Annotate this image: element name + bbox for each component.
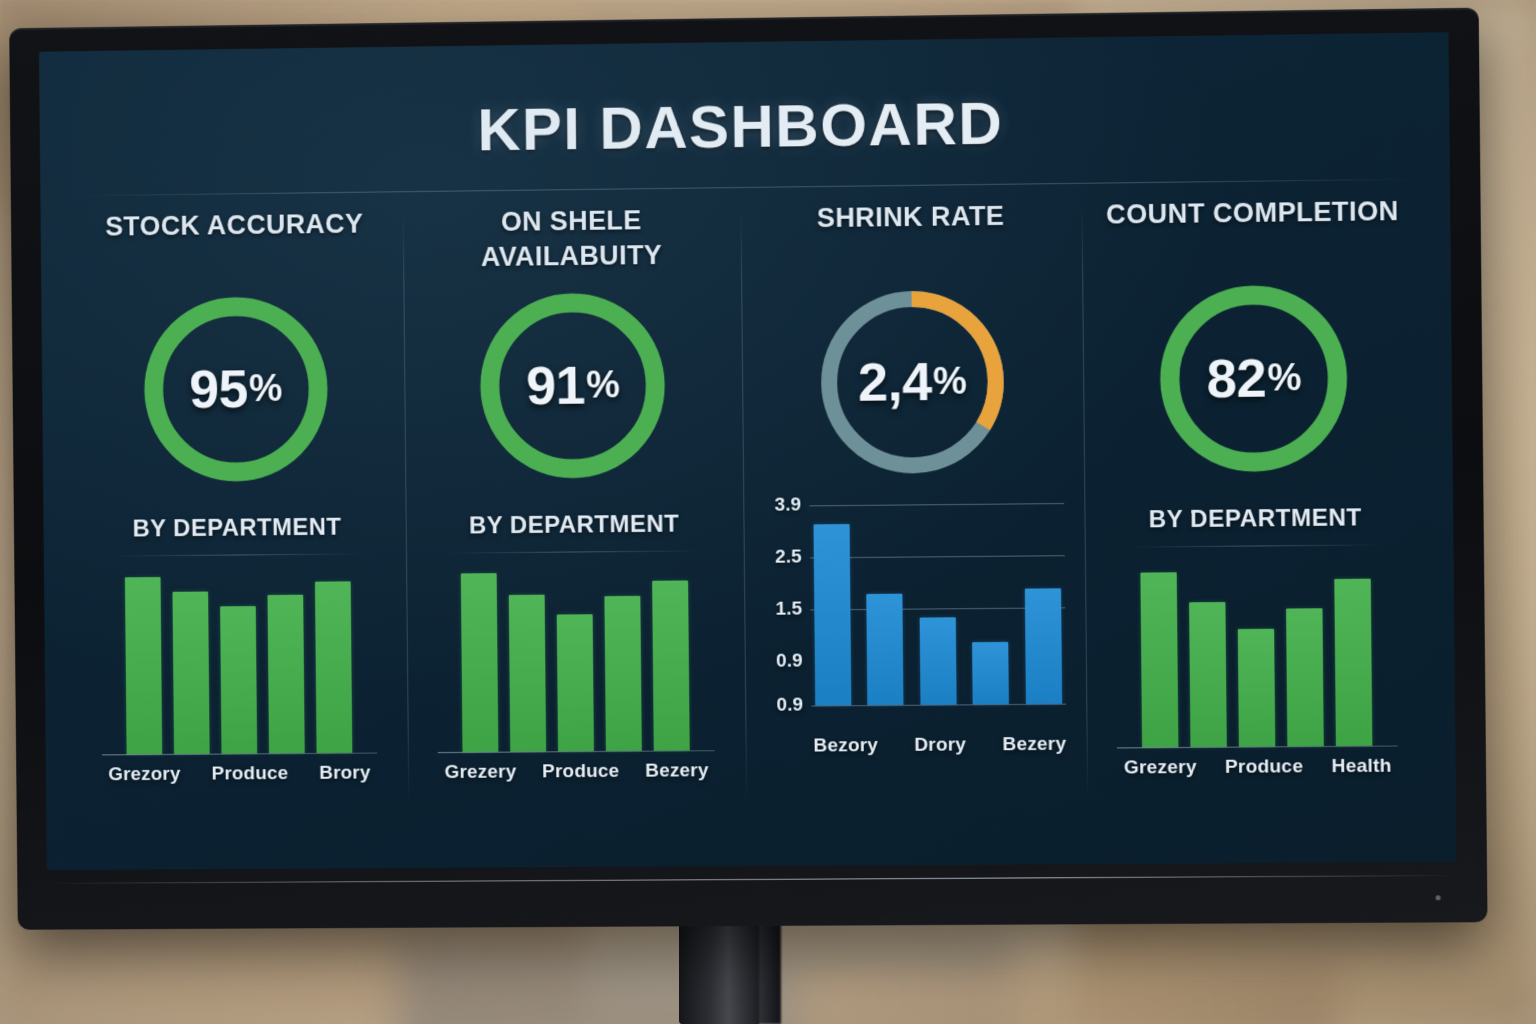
y-axis-tick: 2.5 (775, 546, 802, 568)
gauge-value: 82 % (1152, 277, 1356, 480)
x-axis-labels: Grezery Produce Health (1124, 756, 1392, 780)
gauge-count-completion: 82 % (1152, 277, 1356, 480)
bar (461, 572, 499, 752)
x-axis-label: Produce (1224, 756, 1304, 778)
kpi-panel-stock-accuracy[interactable]: STOCK ACCURACY 95 % BY DEPARTMENT (66, 206, 408, 832)
kpi-title: COUNT COMPLETION (1105, 195, 1399, 230)
subtitle-divider (111, 553, 364, 557)
bar (652, 580, 690, 751)
kpi-subtitle: BY DEPARTMENT (132, 513, 342, 543)
monitor-stand (679, 916, 761, 1024)
bar (557, 614, 595, 752)
monitor-bezel: KPI DASHBOARD STOCK ACCURACY 95 % BY DEP… (9, 7, 1488, 930)
kpi-subtitle: BY DEPARTMENT (1148, 504, 1362, 534)
bar (866, 593, 904, 706)
gauge-value: 95 % (136, 289, 336, 490)
x-axis-labels: Grezory Produce Brory (108, 763, 371, 787)
bezel-highlight (42, 874, 1461, 884)
kpi-title: SHRINK RATE (816, 200, 1005, 234)
kpi-subtitle: BY DEPARTMENT (468, 510, 680, 540)
gauge-stock-accuracy: 95 % (136, 289, 336, 490)
x-axis-labels: Grezery Produce Bezery (444, 760, 708, 784)
x-axis-label: Grezory (108, 763, 181, 786)
gauge-number: 82 (1206, 348, 1267, 410)
subtitle-divider (1126, 544, 1385, 548)
x-axis-label: Health (1331, 755, 1392, 778)
x-axis-label: Drory (914, 734, 967, 756)
y-axis-tick: 0.9 (776, 650, 803, 672)
bar (509, 594, 547, 752)
gauge-percent-sign: % (248, 367, 283, 410)
kpi-panel-row: STOCK ACCURACY 95 % BY DEPARTMENT (40, 179, 1456, 832)
gauge-value: 91 % (472, 285, 673, 487)
kpi-panel-count-completion[interactable]: COUNT COMPLETION 82 % BY DEPARTMENT (1081, 194, 1430, 826)
y-axis-tick: 3.9 (774, 494, 802, 516)
x-axis-label: Bezery (1002, 733, 1067, 756)
subtitle-divider (447, 550, 702, 554)
bar (1189, 601, 1228, 747)
bar-chart-stock-accuracy (81, 568, 395, 755)
bar (219, 606, 257, 754)
bar (124, 577, 162, 755)
y-axis-tick: 0.9 (776, 694, 804, 716)
page-title: KPI DASHBOARD (477, 89, 1004, 164)
x-axis-label: Grezery (1123, 756, 1197, 779)
gauge-percent-sign: % (1267, 356, 1302, 400)
bar (813, 523, 852, 706)
gauge-percent-sign: % (932, 360, 967, 403)
bar (1334, 578, 1373, 746)
bar (314, 581, 353, 753)
bar (972, 642, 1010, 705)
x-axis-label: Produce (542, 760, 620, 783)
gauge-value: 2,4 % (811, 281, 1014, 483)
bar (919, 617, 957, 705)
kpi-panel-on-shelf-availability[interactable]: ON SHELE AVAILABUITY 91 % BY DEPARTMENT (402, 202, 746, 830)
y-axis-tick: 1.5 (775, 598, 803, 620)
bar (604, 595, 643, 751)
gauge-on-shelf-availability: 91 % (472, 285, 673, 487)
bar (267, 594, 305, 754)
background-shelf-lower-right (798, 962, 1337, 1024)
gauge-percent-sign: % (585, 363, 620, 407)
bar (172, 591, 210, 754)
x-axis-label: Bezery (645, 760, 709, 782)
kpi-title: STOCK ACCURACY (105, 208, 364, 242)
bar-chart-on-shelf-availability (418, 565, 734, 752)
bar (1238, 629, 1276, 747)
bar-plot-area (813, 497, 1062, 706)
gauge-number: 95 (189, 359, 249, 420)
bar (1024, 587, 1062, 704)
bar (1286, 608, 1325, 747)
gauge-number: 91 (525, 355, 586, 417)
gauge-number: 2,4 (857, 351, 933, 413)
bar (1140, 572, 1179, 748)
kpi-panel-shrink-rate[interactable]: SHRINK RATE 2,4 % 3.9 2.5 1.5 (740, 198, 1087, 828)
x-axis-labels: Bezory Drory Bezery (813, 734, 1066, 758)
x-axis-label: Grezery (444, 761, 517, 783)
bar-chart-count-completion (1097, 559, 1417, 748)
y-axis-ticks: 3.9 2.5 1.5 0.9 0.9 (763, 494, 809, 731)
gauge-shrink-rate: 2,4 % (811, 281, 1014, 483)
kpi-title: ON SHELE AVAILABUITY (480, 205, 663, 272)
x-axis-label: Brory (319, 762, 371, 784)
bar-chart-shrink-rate: 3.9 2.5 1.5 0.9 0.9 (763, 494, 1067, 756)
x-axis-label: Bezory (813, 735, 879, 757)
x-axis-label: Produce (211, 763, 289, 785)
dashboard-screen: KPI DASHBOARD STOCK ACCURACY 95 % BY DEP… (39, 32, 1457, 871)
